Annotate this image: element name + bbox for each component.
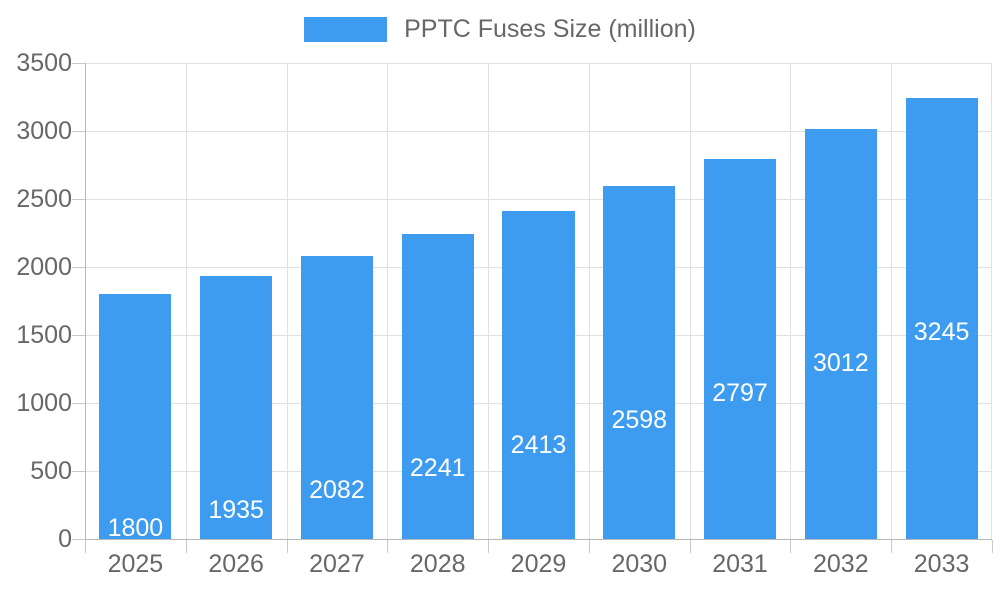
chart-legend: PPTC Fuses Size (million)	[0, 0, 1000, 58]
x-axis-tick-label: 2031	[712, 550, 768, 578]
legend-swatch-icon	[304, 16, 388, 42]
gridline-horizontal	[85, 63, 992, 64]
gridline-vertical	[790, 63, 791, 539]
bar-value-label: 2797	[712, 378, 768, 407]
y-tick-mark	[72, 131, 85, 132]
x-tick-mark	[891, 540, 893, 553]
y-axis-line	[85, 63, 86, 552]
y-tick-mark	[72, 335, 85, 336]
x-tick-mark	[588, 540, 590, 553]
bar-value-label: 2241	[409, 454, 466, 483]
bar-value-label: 2598	[611, 405, 668, 434]
y-axis-tick-label: 1000	[16, 389, 72, 417]
bar[interactable]: 2797	[704, 158, 777, 539]
x-tick-mark	[85, 540, 86, 553]
bar[interactable]: 1800	[99, 294, 172, 543]
plot-area: 1800 1935 2082 2241 2413 2598 2797 3012 3245	[85, 63, 992, 543]
bar-value-label: 3245	[913, 317, 970, 346]
x-axis-line	[72, 539, 992, 540]
legend-entry-pptc-fuses-size[interactable]: PPTC Fuses Size (million)	[304, 14, 696, 43]
x-tick-mark	[790, 540, 792, 553]
y-tick-mark	[72, 63, 85, 64]
y-tick-mark	[72, 199, 85, 200]
bar-value-label: 2413	[510, 430, 567, 459]
x-tick-mark	[286, 540, 288, 553]
bar[interactable]: 3245	[905, 97, 978, 539]
gridline-vertical	[690, 63, 691, 539]
bar[interactable]: 2598	[603, 185, 676, 539]
y-axis-tick-label: 2000	[16, 253, 72, 281]
y-axis-tick-label: 1500	[16, 321, 72, 349]
x-tick-mark	[488, 540, 490, 553]
x-tick-mark	[185, 540, 187, 553]
bar-value-label: 3012	[813, 349, 869, 378]
y-axis-tick-label: 0	[58, 525, 72, 553]
y-tick-mark	[72, 539, 85, 540]
gridline-vertical	[186, 63, 187, 539]
x-tick-mark	[689, 540, 691, 553]
x-axis-tick-label: 2026	[208, 550, 264, 578]
x-axis-tick-label: 2027	[309, 550, 365, 578]
gridline-vertical	[387, 63, 388, 539]
bar[interactable]: 2241	[401, 234, 474, 539]
gridline-horizontal	[85, 131, 992, 132]
y-tick-mark	[72, 403, 85, 404]
y-tick-mark	[72, 267, 85, 268]
gridline-vertical	[287, 63, 288, 539]
x-tick-mark	[992, 540, 993, 553]
x-axis-tick-label: 2029	[510, 550, 567, 578]
bar-value-label: 1935	[208, 495, 264, 524]
legend-label: PPTC Fuses Size (million)	[404, 14, 696, 43]
bar[interactable]: 2082	[300, 255, 373, 539]
bar[interactable]: 2413	[502, 210, 575, 539]
bar[interactable]: 1935	[200, 275, 273, 539]
bar-value-label: 1800	[107, 514, 164, 543]
x-tick-mark	[387, 540, 389, 553]
x-axis-tick-label: 2028	[409, 550, 466, 578]
y-axis-tick-label: 2500	[16, 185, 72, 213]
gridline-vertical	[488, 63, 489, 539]
y-axis-tick-label: 3500	[16, 49, 72, 77]
x-axis-tick-label: 2025	[107, 550, 164, 578]
x-axis-tick-label: 2033	[913, 550, 970, 578]
gridline-vertical	[891, 63, 892, 539]
plot-right-border	[991, 63, 992, 539]
bar-value-label: 2082	[309, 475, 365, 504]
y-tick-mark	[72, 471, 85, 472]
y-axis-tick-label: 3000	[16, 117, 72, 145]
gridline-vertical	[589, 63, 590, 539]
x-axis-tick-label: 2030	[611, 550, 668, 578]
y-axis-tick-label: 500	[30, 457, 72, 485]
x-axis-tick-label: 2032	[813, 550, 869, 578]
bar[interactable]: 3012	[804, 129, 877, 539]
gridline-horizontal	[85, 199, 992, 200]
